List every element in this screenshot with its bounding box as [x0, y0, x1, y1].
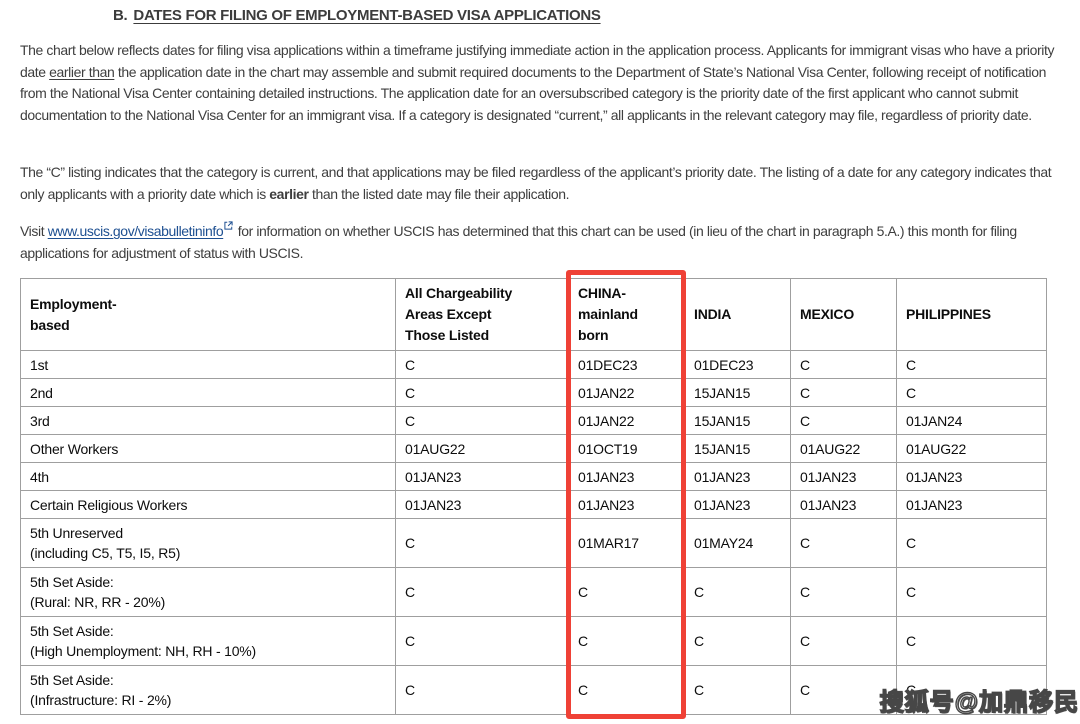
- table-cell: C: [684, 665, 791, 715]
- row-category: 5th Set Aside: (Rural: NR, RR - 20%): [20, 567, 396, 617]
- table-cell: 01JAN22: [568, 406, 685, 435]
- table-cell: C: [395, 616, 569, 666]
- table-cell: C: [896, 616, 1047, 666]
- underlined-phrase: earlier than: [49, 63, 115, 80]
- intro-paragraph: The chart below reflects dates for filin…: [20, 40, 1062, 126]
- row-category: 1st: [20, 350, 396, 379]
- table-cell: C: [395, 406, 569, 435]
- c-listing-paragraph: The “C” listing indicates that the categ…: [20, 162, 1062, 205]
- paragraph-text: the application date in the chart may as…: [20, 63, 1046, 123]
- table-cell: 01JAN23: [684, 462, 791, 491]
- table-cell: C: [395, 665, 569, 715]
- table-cell: C: [790, 567, 897, 617]
- table-cell: 01JAN23: [790, 462, 897, 491]
- uscis-visabulletin-link[interactable]: www.uscis.gov/visabulletininfo: [47, 223, 224, 239]
- table-row: 5th Unreserved (including C5, T5, I5, R5…: [20, 518, 1047, 568]
- table-cell: 01JAN23: [790, 490, 897, 519]
- table-cell: 01DEC23: [568, 350, 685, 379]
- table-cell: 01DEC23: [684, 350, 791, 379]
- section-heading-title: DATES FOR FILING OF EMPLOYMENT-BASED VIS…: [133, 7, 601, 24]
- table-cell: C: [568, 567, 685, 617]
- table-cell: 15JAN15: [684, 434, 791, 463]
- table-row: 1st C 01DEC23 01DEC23 C C: [20, 350, 1047, 379]
- table-cell: 01JAN23: [684, 490, 791, 519]
- table-row: 2nd C 01JAN22 15JAN15 C C: [20, 378, 1047, 407]
- row-category: Certain Religious Workers: [20, 490, 396, 519]
- table-cell: 15JAN15: [684, 378, 791, 407]
- section-heading-prefix: B.: [113, 7, 128, 24]
- bold-phrase: earlier: [269, 185, 309, 202]
- row-category: 5th Unreserved (including C5, T5, I5, R5…: [20, 518, 396, 568]
- table-cell: C: [896, 378, 1047, 407]
- uscis-link-paragraph: Visit www.uscis.gov/visabulletininfo for…: [20, 221, 1062, 264]
- table-cell: C: [896, 665, 1047, 715]
- paragraph-text: The chart below reflects dates for filin…: [20, 42, 1055, 80]
- table-cell: C: [896, 350, 1047, 379]
- visa-dates-table: Employment- based All Chargeability Area…: [20, 278, 1047, 715]
- table-cell: 01AUG22: [395, 434, 569, 463]
- table-cell: C: [568, 665, 685, 715]
- table-row: Certain Religious Workers 01JAN23 01JAN2…: [20, 490, 1047, 519]
- table-cell: C: [395, 518, 569, 568]
- table-cell: 15JAN15: [684, 406, 791, 435]
- table-cell: 01AUG22: [790, 434, 897, 463]
- table-header-row: Employment- based All Chargeability Area…: [20, 278, 1047, 351]
- table-row: 5th Set Aside: (Rural: NR, RR - 20%) C C…: [20, 567, 1047, 617]
- table-cell: C: [790, 378, 897, 407]
- table-cell: 01MAY24: [684, 518, 791, 568]
- table-cell: C: [790, 406, 897, 435]
- row-category: 5th Set Aside: (High Unemployment: NH, R…: [20, 616, 396, 666]
- table-row: 3rd C 01JAN22 15JAN15 C 01JAN24: [20, 406, 1047, 435]
- paragraph-text: than the listed date may file their appl…: [308, 185, 570, 202]
- table-cell: C: [896, 567, 1047, 617]
- table-cell: 01MAR17: [568, 518, 685, 568]
- table-cell: C: [684, 567, 791, 617]
- row-category: 2nd: [20, 378, 396, 407]
- table-cell: 01JAN23: [568, 490, 685, 519]
- table-cell: 01JAN23: [896, 490, 1047, 519]
- table-cell: 01JAN23: [896, 462, 1047, 491]
- table-cell: 01JAN23: [395, 462, 569, 491]
- table-cell: 01JAN23: [395, 490, 569, 519]
- table-row: 5th Set Aside: (Infrastructure: RI - 2%)…: [20, 665, 1047, 715]
- table-cell: C: [684, 616, 791, 666]
- table-cell: C: [568, 616, 685, 666]
- column-header-india: INDIA: [684, 278, 791, 351]
- table-cell: 01JAN22: [568, 378, 685, 407]
- table-cell: C: [790, 350, 897, 379]
- table-row: 5th Set Aside: (High Unemployment: NH, R…: [20, 616, 1047, 666]
- column-header-philippines: PHILIPPINES: [896, 278, 1047, 351]
- column-header-all-chargeability: All Chargeability Areas Except Those Lis…: [395, 278, 569, 351]
- table-cell: C: [395, 567, 569, 617]
- row-category: Other Workers: [20, 434, 396, 463]
- paragraph-text: Visit: [20, 223, 48, 239]
- external-link-icon[interactable]: [224, 221, 233, 230]
- column-header-china-mainland-born: CHINA- mainland born: [568, 278, 685, 351]
- sohu-watermark: 搜狐号@加鼎移民: [879, 688, 1079, 716]
- paragraph-text: for information on whether USCIS has det…: [20, 223, 1017, 261]
- table-cell: C: [790, 665, 897, 715]
- table-cell: C: [790, 616, 897, 666]
- column-header-employment-based: Employment- based: [20, 278, 396, 351]
- section-heading: B. DATES FOR FILING OF EMPLOYMENT-BASED V…: [113, 7, 601, 24]
- row-category: 5th Set Aside: (Infrastructure: RI - 2%): [20, 665, 396, 715]
- table-row: Other Workers 01AUG22 01OCT19 15JAN15 01…: [20, 434, 1047, 463]
- table-cell: C: [790, 518, 897, 568]
- table-row: 4th 01JAN23 01JAN23 01JAN23 01JAN23 01JA…: [20, 462, 1047, 491]
- visa-dates-table-container: Employment- based All Chargeability Area…: [20, 278, 1047, 715]
- table-cell: 01AUG22: [896, 434, 1047, 463]
- table-cell: 01JAN23: [568, 462, 685, 491]
- row-category: 4th: [20, 462, 396, 491]
- row-category: 3rd: [20, 406, 396, 435]
- column-header-mexico: MEXICO: [790, 278, 897, 351]
- table-cell: 01OCT19: [568, 434, 685, 463]
- paragraph-text: The “C” listing indicates that the categ…: [20, 164, 1052, 202]
- table-cell: 01JAN24: [896, 406, 1047, 435]
- table-cell: C: [395, 350, 569, 379]
- table-cell: C: [395, 378, 569, 407]
- table-cell: C: [896, 518, 1047, 568]
